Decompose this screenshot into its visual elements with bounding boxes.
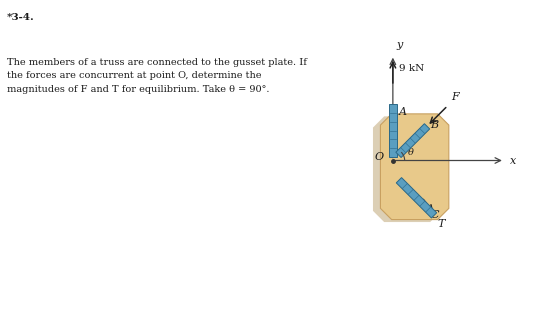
Polygon shape — [396, 124, 430, 158]
Polygon shape — [396, 178, 437, 218]
Text: O: O — [375, 152, 384, 162]
Polygon shape — [373, 116, 441, 222]
Text: θ: θ — [408, 148, 414, 157]
Text: T: T — [438, 219, 445, 230]
Text: F: F — [452, 92, 460, 102]
Text: 9 kN: 9 kN — [399, 64, 424, 73]
Text: The members of a truss are connected to the gusset plate. If
the forces are conc: The members of a truss are connected to … — [7, 58, 307, 94]
Text: A: A — [399, 107, 407, 117]
Text: *3-4.: *3-4. — [7, 13, 35, 22]
Text: B: B — [430, 120, 438, 130]
Polygon shape — [389, 104, 396, 157]
Polygon shape — [380, 114, 449, 220]
Text: C: C — [430, 210, 439, 220]
Text: x: x — [510, 155, 516, 166]
Text: y: y — [396, 40, 402, 50]
